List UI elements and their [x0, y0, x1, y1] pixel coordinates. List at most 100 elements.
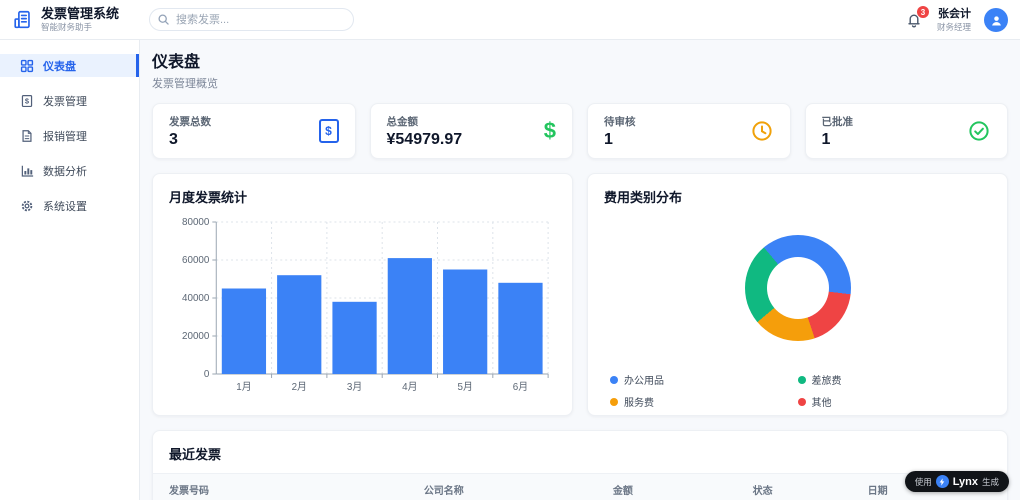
- recent-invoices-title: 最近发票: [169, 447, 222, 462]
- donut-legend: 办公用品 差旅费服务费 其他: [604, 364, 991, 409]
- search-box: [149, 8, 354, 31]
- legend-dot-icon: [610, 397, 618, 406]
- bar-1月[interactable]: [221, 288, 267, 375]
- stat-card-total-invoices: 发票总数 3 $: [152, 103, 356, 159]
- app-title: 发票管理系统: [41, 5, 120, 21]
- stat-label: 发票总数: [169, 115, 211, 128]
- stats-row: 发票总数 3 $ 总金额 ¥54979.97 $ 待审核 1: [152, 103, 1008, 159]
- stat-value: 1: [604, 130, 613, 148]
- user-name: 张会计: [938, 8, 971, 21]
- clock-icon: [750, 119, 774, 143]
- sidebar-item-label: 系统设置: [43, 200, 87, 213]
- bar-6月[interactable]: [498, 282, 543, 374]
- stat-card-pending: 待审核 1: [587, 103, 791, 159]
- building-logo-icon: [12, 9, 34, 31]
- legend-label: 办公用品: [624, 376, 664, 387]
- svg-text:40000: 40000: [182, 293, 210, 304]
- svg-text:5月: 5月: [458, 381, 473, 393]
- app-subtitle: 智能财务助手: [41, 21, 93, 32]
- person-icon: [991, 15, 1001, 25]
- dashboard-grid-icon: [20, 59, 34, 73]
- legend-label: 差旅费: [811, 376, 842, 387]
- dollar-icon: $: [543, 118, 556, 143]
- bar-4月[interactable]: [387, 258, 432, 374]
- stat-label: 待审核: [604, 115, 636, 128]
- sidebar-item-reimbursement[interactable]: 报销管理: [0, 124, 139, 147]
- bar-5月[interactable]: [443, 269, 488, 375]
- donut-chart-title: 费用类别分布: [604, 190, 683, 205]
- svg-text:6月: 6月: [513, 381, 528, 393]
- check-circle-icon: [967, 119, 991, 143]
- expense-category-chart-card: 费用类别分布 办公用品 差旅费服务费 其他: [587, 173, 1008, 416]
- app-brand: 发票管理系统 智能财务助手: [0, 5, 140, 32]
- legend-item[interactable]: 办公用品: [610, 372, 798, 387]
- legend-label: 其他: [811, 398, 832, 409]
- expense-donut-chart[interactable]: [744, 235, 851, 341]
- receipt-icon: $: [318, 119, 339, 143]
- legend-item[interactable]: 其他: [797, 394, 986, 409]
- legend-item[interactable]: 服务费: [610, 394, 798, 409]
- svg-text:2月: 2月: [292, 381, 307, 393]
- lynx-suffix: 生成: [981, 476, 999, 487]
- col-company: 公司名称: [423, 486, 464, 497]
- sidebar-item-label: 发票管理: [43, 95, 87, 108]
- table-header-row: 发票号码 公司名称 金额 状态 日期: [153, 473, 1007, 500]
- bar-3月[interactable]: [332, 301, 377, 374]
- stat-label: 总金额: [386, 115, 419, 128]
- gear-icon: [20, 199, 34, 213]
- col-status: 状态: [752, 486, 773, 497]
- sidebar-item-label: 报销管理: [43, 130, 87, 143]
- legend-dot-icon: [610, 375, 618, 384]
- notification-count-badge: 3: [916, 6, 929, 18]
- lynx-generated-badge[interactable]: 使用 Lynx 生成: [904, 471, 1009, 492]
- stat-value: 1: [821, 130, 831, 148]
- lynx-brand: Lynx: [952, 475, 978, 488]
- svg-text:3月: 3月: [347, 381, 362, 393]
- svg-text:0: 0: [204, 369, 210, 380]
- svg-text:80000: 80000: [182, 217, 210, 228]
- svg-text:20000: 20000: [182, 331, 210, 342]
- stat-card-total-amount: 总金额 ¥54979.97 $: [369, 103, 573, 159]
- monthly-bar-chart: 0 20000 40000 60000 80000 1月 2月 3月 4月 5月 6月: [182, 217, 549, 393]
- svg-text:$: $: [25, 96, 30, 105]
- page-subtitle: 发票管理概览: [152, 78, 218, 90]
- charts-row: 月度发票统计 0 20000 40000 60000 80000 1月 2月 3月 4月 5月 6月…: [152, 173, 1008, 416]
- stat-value: ¥54979.97: [386, 130, 463, 148]
- legend-label: 服务费: [624, 398, 654, 409]
- notifications-button[interactable]: 3: [904, 6, 929, 30]
- invoice-icon: $: [20, 94, 34, 108]
- sidebar-item-invoices[interactable]: $ 发票管理: [0, 89, 139, 112]
- top-header: 发票管理系统 智能财务助手 3 张会计 财务经理: [0, 0, 1020, 40]
- sidebar-item-label: 数据分析: [43, 165, 87, 178]
- sidebar: 仪表盘 $ 发票管理 报销管理 数据分析: [0, 40, 140, 500]
- stat-label: 已批准: [821, 115, 854, 128]
- user-avatar[interactable]: [984, 8, 1008, 32]
- search-input[interactable]: [149, 8, 354, 31]
- col-date: 日期: [867, 486, 888, 497]
- svg-text:60000: 60000: [182, 255, 210, 266]
- lynx-prefix: 使用: [914, 476, 932, 487]
- lynx-logo-icon: [935, 475, 949, 488]
- svg-text:4月: 4月: [402, 381, 417, 393]
- stat-value: 3: [169, 130, 178, 148]
- sidebar-item-label: 仪表盘: [43, 60, 76, 73]
- legend-item[interactable]: 差旅费: [797, 372, 986, 387]
- stat-card-approved: 已批准 1: [804, 103, 1008, 159]
- svg-text:1月: 1月: [236, 381, 251, 393]
- col-invoice-no: 发票号码: [169, 486, 209, 497]
- donut-zone: [604, 212, 991, 364]
- user-role: 财务经理: [936, 21, 971, 32]
- monthly-invoice-chart-card: 月度发票统计 0 20000 40000 60000 80000 1月 2月 3月 4月 5月 6月: [152, 173, 573, 416]
- col-amount: 金额: [612, 486, 633, 497]
- sidebar-item-settings[interactable]: 系统设置: [0, 194, 139, 217]
- search-icon: [158, 14, 169, 25]
- donut-hole: [766, 257, 829, 319]
- bell-icon: [908, 14, 920, 28]
- bar-2月[interactable]: [277, 275, 322, 374]
- document-icon: [20, 129, 34, 143]
- sidebar-item-dashboard[interactable]: 仪表盘: [0, 54, 139, 77]
- bar-chart-title: 月度发票统计: [169, 190, 248, 205]
- sidebar-item-analytics[interactable]: 数据分析: [0, 159, 139, 182]
- legend-dot-icon: [797, 375, 806, 384]
- page-title: 仪表盘: [152, 54, 201, 71]
